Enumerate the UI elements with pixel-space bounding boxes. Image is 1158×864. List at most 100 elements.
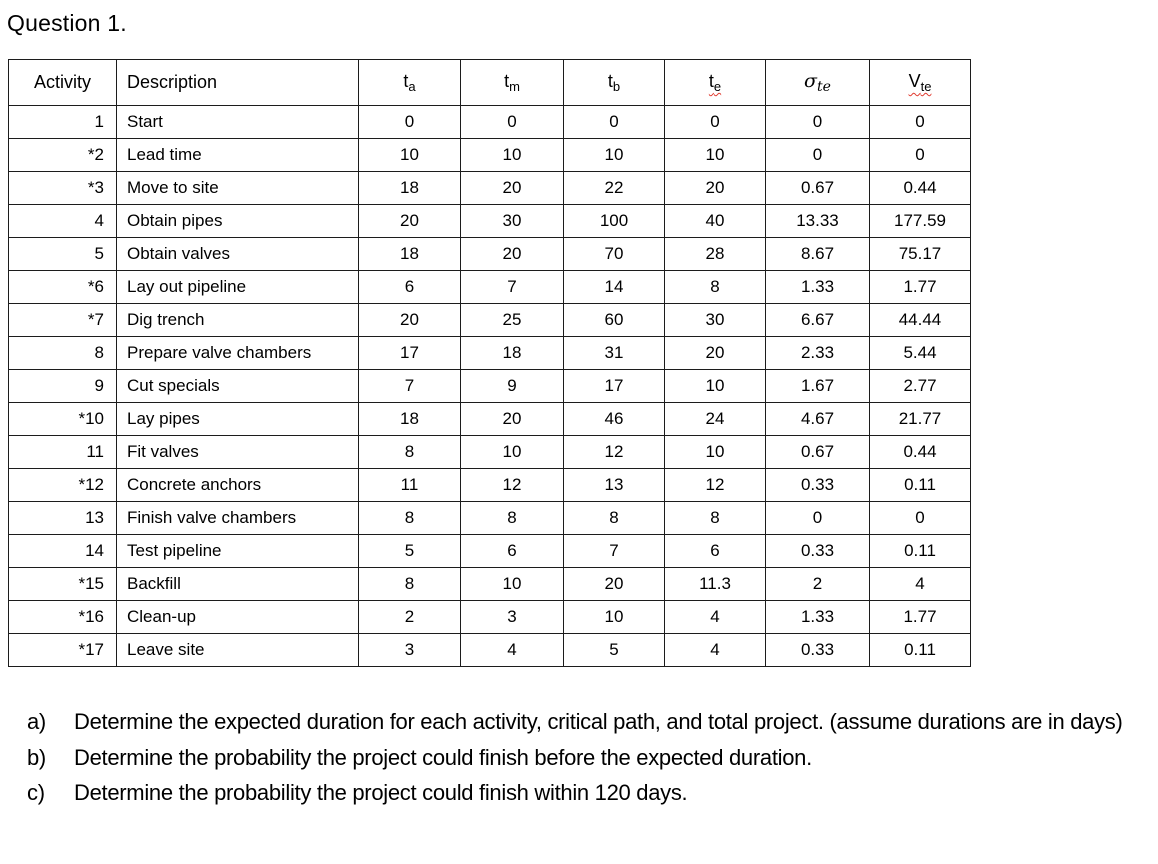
v-te-cell: 0.44	[869, 435, 971, 469]
tb-cell: 13	[563, 468, 665, 502]
te-cell: 30	[664, 303, 766, 337]
table-header-row: Activity Description ta tm tb te σte Vte	[8, 59, 971, 106]
description-cell: Backfill	[116, 567, 359, 601]
tb-cell: 0	[563, 105, 665, 139]
table-row: 13 Finish valve chambers 8 8 8 8 0 0	[8, 501, 971, 535]
sigma-te-cell: 2.33	[765, 336, 870, 370]
v-te-cell: 21.77	[869, 402, 971, 436]
te-cell: 6	[664, 534, 766, 568]
sigma-te-cell: 13.33	[765, 204, 870, 238]
col-header-activity: Activity	[8, 59, 117, 106]
table-row: *7 Dig trench 20 25 60 30 6.67 44.44	[8, 303, 971, 337]
question-item: c) Determine the probability the project …	[27, 775, 1145, 811]
ta-cell: 8	[358, 501, 461, 535]
tm-cell: 20	[460, 402, 564, 436]
col-header-te: te	[664, 59, 766, 106]
te-cell: 0	[664, 105, 766, 139]
v-te-cell: 4	[869, 567, 971, 601]
tb-cell: 10	[563, 600, 665, 634]
te-cell: 4	[664, 600, 766, 634]
tb-cell: 7	[563, 534, 665, 568]
description-cell: Clean-up	[116, 600, 359, 634]
v-te-cell: 1.77	[869, 270, 971, 304]
description-cell: Fit valves	[116, 435, 359, 469]
table-row: 11 Fit valves 8 10 12 10 0.67 0.44	[8, 435, 971, 469]
ta-cell: 18	[358, 171, 461, 205]
description-cell: Start	[116, 105, 359, 139]
v-te-cell: 0.11	[869, 633, 971, 667]
v-te-cell: 5.44	[869, 336, 971, 370]
tb-cell: 20	[563, 567, 665, 601]
v-te-cell: 1.77	[869, 600, 971, 634]
ta-cell: 17	[358, 336, 461, 370]
v-te-cell: 0.11	[869, 468, 971, 502]
ta-cell: 3	[358, 633, 461, 667]
table-row: *15 Backfill 8 10 20 11.3 2 4	[8, 567, 971, 601]
te-cell: 12	[664, 468, 766, 502]
ta-cell: 8	[358, 435, 461, 469]
sigma-te-cell: 0.67	[765, 435, 870, 469]
v-te-cell: 44.44	[869, 303, 971, 337]
tm-cell: 10	[460, 435, 564, 469]
table-body: 1 Start 0 0 0 0 0 0 *2 Lead time 10 10 10 10 0 0 *3 Move …	[8, 105, 971, 667]
te-cell: 20	[664, 336, 766, 370]
sigma-te-cell: 1.33	[765, 270, 870, 304]
description-cell: Lead time	[116, 138, 359, 172]
tb-cell: 100	[563, 204, 665, 238]
ta-cell: 18	[358, 402, 461, 436]
tb-cell: 14	[563, 270, 665, 304]
table-row: 14 Test pipeline 5 6 7 6 0.33 0.11	[8, 534, 971, 568]
col-header-label: Vte	[908, 71, 932, 94]
te-cell: 11.3	[664, 567, 766, 601]
sigma-te-cell: 1.33	[765, 600, 870, 634]
activity-cell: 13	[8, 501, 117, 535]
te-cell: 20	[664, 171, 766, 205]
sigma-te-cell: 0	[765, 138, 870, 172]
tb-cell: 22	[563, 171, 665, 205]
table-row: 1 Start 0 0 0 0 0 0	[8, 105, 971, 139]
te-cell: 28	[664, 237, 766, 271]
activity-cell: *10	[8, 402, 117, 436]
col-header-label: Description	[127, 72, 218, 92]
sigma-te-cell: 0.33	[765, 633, 870, 667]
table-row: *3 Move to site 18 20 22 20 0.67 0.44	[8, 171, 971, 205]
col-header-tm: tm	[460, 59, 564, 106]
tm-cell: 10	[460, 567, 564, 601]
tm-cell: 25	[460, 303, 564, 337]
ta-cell: 5	[358, 534, 461, 568]
tm-cell: 20	[460, 237, 564, 271]
tb-cell: 70	[563, 237, 665, 271]
tm-cell: 20	[460, 171, 564, 205]
description-cell: Finish valve chambers	[116, 501, 359, 535]
activity-cell: *6	[8, 270, 117, 304]
ta-cell: 0	[358, 105, 461, 139]
ta-cell: 20	[358, 204, 461, 238]
activity-table: Activity Description ta tm tb te σte Vte 1 Start…	[8, 59, 971, 667]
description-cell: Concrete anchors	[116, 468, 359, 502]
ta-cell: 20	[358, 303, 461, 337]
tb-cell: 60	[563, 303, 665, 337]
table-row: *6 Lay out pipeline 6 7 14 8 1.33 1.77	[8, 270, 971, 304]
te-cell: 8	[664, 501, 766, 535]
te-cell: 10	[664, 138, 766, 172]
question-label: a)	[27, 709, 46, 734]
sigma-te-cell: 8.67	[765, 237, 870, 271]
tm-cell: 8	[460, 501, 564, 535]
col-header-label: ta	[403, 71, 416, 94]
ta-cell: 7	[358, 369, 461, 403]
tm-cell: 18	[460, 336, 564, 370]
tb-cell: 10	[563, 138, 665, 172]
activity-cell: 4	[8, 204, 117, 238]
tm-cell: 0	[460, 105, 564, 139]
question-item: a) Determine the expected duration for ea…	[27, 704, 1145, 740]
sigma-te-cell: 0.33	[765, 534, 870, 568]
v-te-cell: 75.17	[869, 237, 971, 271]
table-row: *12 Concrete anchors 11 12 13 12 0.33 0.11	[8, 468, 971, 502]
ta-cell: 2	[358, 600, 461, 634]
description-cell: Move to site	[116, 171, 359, 205]
description-cell: Prepare valve chambers	[116, 336, 359, 370]
description-cell: Cut specials	[116, 369, 359, 403]
tb-cell: 12	[563, 435, 665, 469]
table-row: *17 Leave site 3 4 5 4 0.33 0.11	[8, 633, 971, 667]
activity-cell: *7	[8, 303, 117, 337]
